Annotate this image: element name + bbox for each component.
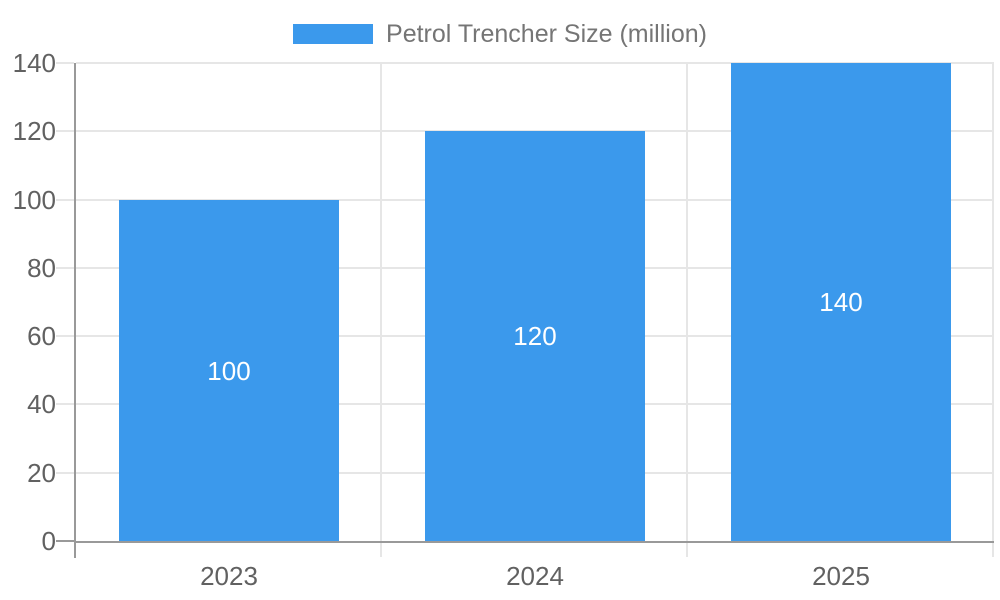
bar-2024[interactable]: 120	[425, 131, 645, 541]
gridline-v-3	[992, 63, 994, 541]
bar-value-label-2023: 100	[207, 355, 251, 386]
y-tick-20	[56, 471, 74, 474]
gridline-v-1	[380, 63, 382, 541]
y-axis-label-100: 100	[12, 184, 56, 215]
legend-label: Petrol Trencher Size (million)	[386, 20, 707, 48]
y-tick-140	[56, 62, 74, 64]
y-tick-120	[56, 130, 74, 133]
x-axis-label-2025: 2025	[812, 561, 870, 591]
bar-value-label-2024: 120	[513, 321, 557, 351]
y-tick-40	[56, 403, 74, 406]
x-axis-label-2023: 2023	[200, 561, 258, 591]
bar-value-label-2025: 140	[819, 287, 863, 317]
y-tick-60	[56, 335, 74, 338]
y-tick-80	[56, 266, 74, 269]
y-axis-label-140: 140	[12, 48, 56, 78]
x-tick-3	[992, 543, 994, 557]
gridline-h-140	[76, 62, 994, 64]
x-tick-1	[380, 543, 382, 557]
gridline-v-2	[686, 63, 688, 541]
y-axis-label-40: 40	[27, 389, 56, 420]
bar-2025[interactable]: 140	[731, 63, 951, 541]
y-axis-label-120: 120	[12, 116, 56, 147]
legend[interactable]: Petrol Trencher Size (million)	[0, 18, 1000, 50]
y-tick-100	[56, 198, 74, 201]
y-axis-label-80: 80	[27, 252, 56, 283]
y-axis-tick-extension	[74, 543, 76, 558]
x-tick-2	[686, 543, 688, 557]
x-axis-label-2024: 2024	[506, 561, 564, 591]
y-axis-label-0: 0	[41, 526, 56, 556]
bar-2023[interactable]: 100	[119, 200, 339, 541]
plot-area: 100 120 140	[56, 62, 994, 558]
y-axis-label-60: 60	[27, 321, 56, 352]
legend-swatch-icon	[293, 24, 374, 44]
y-axis-label-20: 20	[27, 457, 56, 488]
y-tick-0	[56, 540, 74, 542]
